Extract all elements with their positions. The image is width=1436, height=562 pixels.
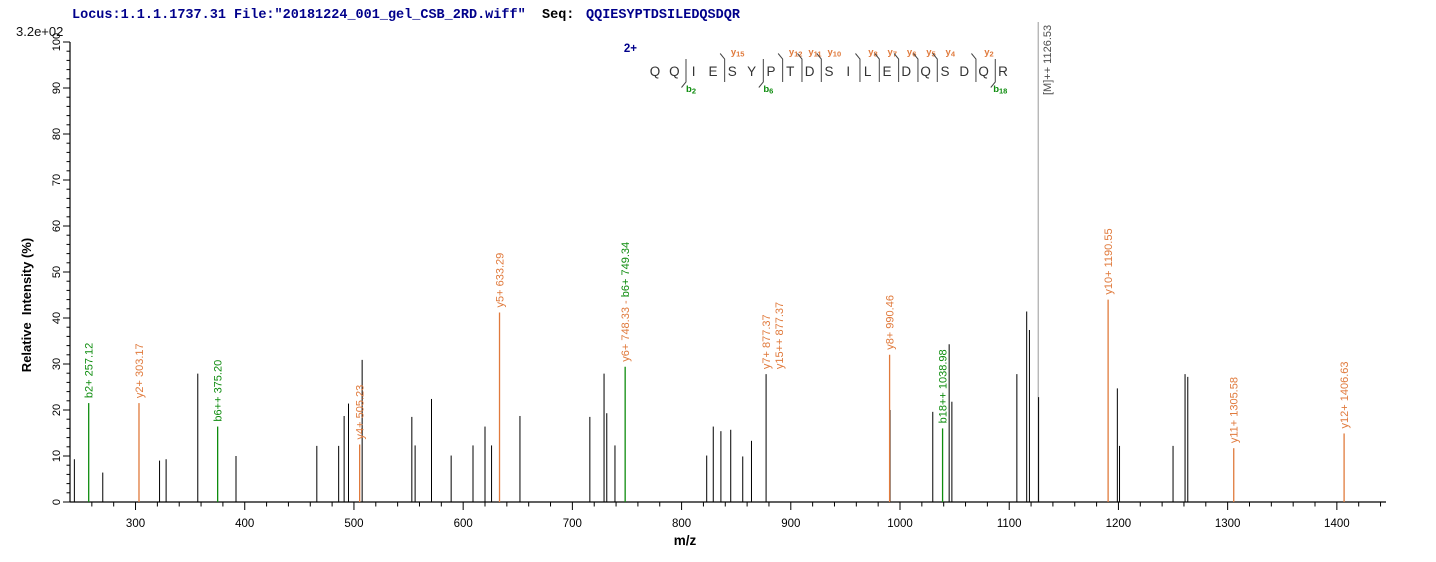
y-tick-label: 50 (51, 266, 63, 278)
y-ion-label: y10 (827, 47, 841, 59)
residue: D (959, 64, 969, 79)
y-tick-label: 80 (51, 128, 63, 140)
y-ion-mark (855, 53, 861, 82)
residue: D (901, 64, 911, 79)
peak-label: y7+ 877.37 (761, 314, 773, 369)
residue: Q (978, 64, 989, 79)
seq-label: Seq: (542, 8, 575, 23)
y-ion-mark (893, 53, 900, 82)
b-ion-label: b18 (993, 84, 1007, 96)
y-ion-mark (797, 53, 803, 82)
peaks (73, 299, 1345, 502)
residue: S (940, 64, 949, 79)
x-tick-label: 1100 (997, 518, 1022, 530)
b-ion-mark (758, 59, 764, 88)
peak-label: y12+ 1406.63 (1339, 361, 1351, 428)
residue: E (882, 64, 891, 79)
x-tick-label: 1200 (1106, 518, 1132, 530)
y-ion-mark (971, 53, 977, 82)
intensity-scale-label: 3.2e+02 (16, 24, 64, 39)
x-tick-label: 900 (781, 518, 800, 530)
y-tick-label: 10 (51, 450, 63, 462)
residue: S (728, 64, 737, 79)
x-axis-title: m/z (674, 533, 697, 548)
peak-label: y15++ 877.37 (774, 302, 786, 369)
y-tick-label: 100 (51, 33, 63, 51)
b-ion-mark (990, 59, 996, 88)
b-ion-mark (681, 59, 687, 88)
precursor-label: [M]++ 1126.53 (1042, 25, 1054, 95)
b-ion-label: b2 (686, 84, 696, 96)
x-tick-label: 500 (344, 518, 363, 530)
x-tick-label: 600 (454, 518, 473, 530)
axes: 0 10 20 30 40 50 60 70 80 90 100 300 400 500 600 700 800… (19, 33, 1386, 548)
residue: I (846, 64, 850, 79)
y-ion-label: y2 (984, 47, 993, 59)
residue: P (766, 64, 775, 79)
precursor-marker: [M]++ 1126.53 (1037, 22, 1054, 502)
peak-label: y10+ 1190.55 (1103, 228, 1115, 294)
y-ion-mark (719, 53, 726, 82)
peak-label: y8+ 990.46 (885, 295, 897, 350)
x-tick-label: 1000 (887, 518, 913, 530)
residue: D (805, 64, 815, 79)
peak-label: y4+ 505.23 (355, 385, 367, 440)
b-ion-label: b6 (763, 84, 773, 96)
peak-label: y6+ 748.33 - b6+ 749.34 (620, 242, 632, 362)
residue: Q (669, 64, 680, 79)
x-tick-label: 700 (563, 518, 582, 530)
residue: E (708, 64, 717, 79)
peak-label: b18++ 1038.98 (938, 349, 950, 423)
y-ion-label: y4 (946, 47, 956, 59)
x-tick-label: 300 (126, 518, 145, 530)
y-tick-label: 70 (51, 174, 63, 186)
y-tick-label: 90 (51, 82, 63, 94)
sequence-value: QQIESYPTDSILEDQSDQR (586, 8, 740, 23)
y-ion-mark (816, 53, 822, 82)
x-tick-label: 400 (235, 518, 254, 530)
y-tick-label: 40 (51, 312, 63, 324)
y-tick-label: 20 (51, 404, 63, 416)
peak-label: y5+ 633.29 (495, 253, 507, 308)
residue: Y (747, 64, 756, 79)
y-ion-label: y7 (888, 47, 897, 59)
peak-labels: b2+ 257.12 y2+ 303.17 b6++ 375.20 y4+ 505.2… (84, 228, 1351, 443)
x-tick-label: 1300 (1215, 518, 1241, 530)
y-ion-label: y8 (868, 47, 877, 59)
y-ion-label: y6 (907, 47, 916, 59)
residue: S (824, 64, 833, 79)
residue: R (998, 64, 1008, 79)
y-ion-mark (932, 53, 938, 82)
residue: I (692, 64, 696, 79)
residue: Q (920, 64, 931, 79)
y-ion-mark (874, 53, 880, 82)
y-tick-label: 30 (51, 358, 63, 370)
y-ion-mark (777, 53, 784, 82)
peak-label: b2+ 257.12 (84, 343, 96, 398)
residue: T (786, 64, 794, 79)
x-tick-label: 800 (672, 518, 691, 530)
residue: L (864, 64, 872, 79)
precursor-charge-label: 2+ (624, 43, 637, 55)
y-tick-label: 60 (51, 220, 63, 232)
peak-label: y2+ 303.17 (134, 343, 146, 398)
y-tick-label: 0 (51, 499, 63, 505)
locus-file-label: Locus:1.1.1.1737.31 File:"20181224_001_g… (72, 8, 526, 23)
residue: Q (650, 64, 661, 79)
y-ion-mark (913, 53, 919, 82)
y-ion-label: y5 (926, 47, 935, 59)
x-tick-label: 1400 (1324, 518, 1350, 530)
peak-label: b6++ 375.20 (213, 360, 225, 422)
y-ion-label: y15 (731, 47, 745, 59)
peak-label: y11+ 1305.58 (1229, 377, 1241, 443)
y-axis-title: Relative Intensity (%) (19, 238, 34, 372)
